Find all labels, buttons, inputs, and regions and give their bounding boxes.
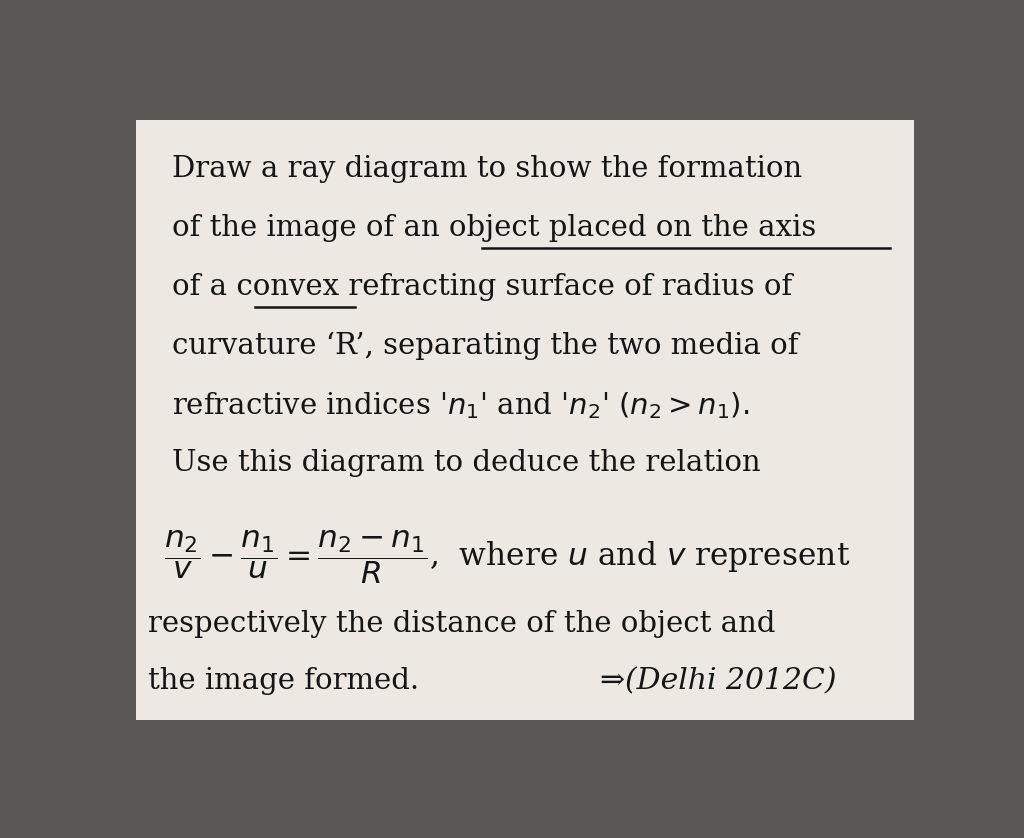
- Text: Use this diagram to deduce the relation: Use this diagram to deduce the relation: [172, 449, 760, 477]
- Text: $\dfrac{n_2}{v} - \dfrac{n_1}{u} = \dfrac{n_2-n_1}{R}$,  where $u$ and $v$ repre: $\dfrac{n_2}{v} - \dfrac{n_1}{u} = \dfra…: [164, 528, 850, 586]
- Text: curvature ‘R’, separating the two media of: curvature ‘R’, separating the two media …: [172, 332, 798, 360]
- Text: of the image of an object placed on the axis: of the image of an object placed on the …: [172, 215, 816, 242]
- Text: Draw a ray diagram to show the formation: Draw a ray diagram to show the formation: [172, 155, 802, 184]
- Text: refractive indices '$n_1$' and '$n_2$' $(n_2 > n_1).$: refractive indices '$n_1$' and '$n_2$' $…: [172, 391, 749, 421]
- FancyBboxPatch shape: [136, 120, 913, 720]
- Text: ⇒(Delhi 2012C): ⇒(Delhi 2012C): [600, 667, 837, 696]
- Text: of a convex refracting surface of radius of: of a convex refracting surface of radius…: [172, 273, 792, 301]
- Text: the image formed.: the image formed.: [147, 667, 419, 696]
- Text: respectively the distance of the object and: respectively the distance of the object …: [147, 610, 775, 639]
